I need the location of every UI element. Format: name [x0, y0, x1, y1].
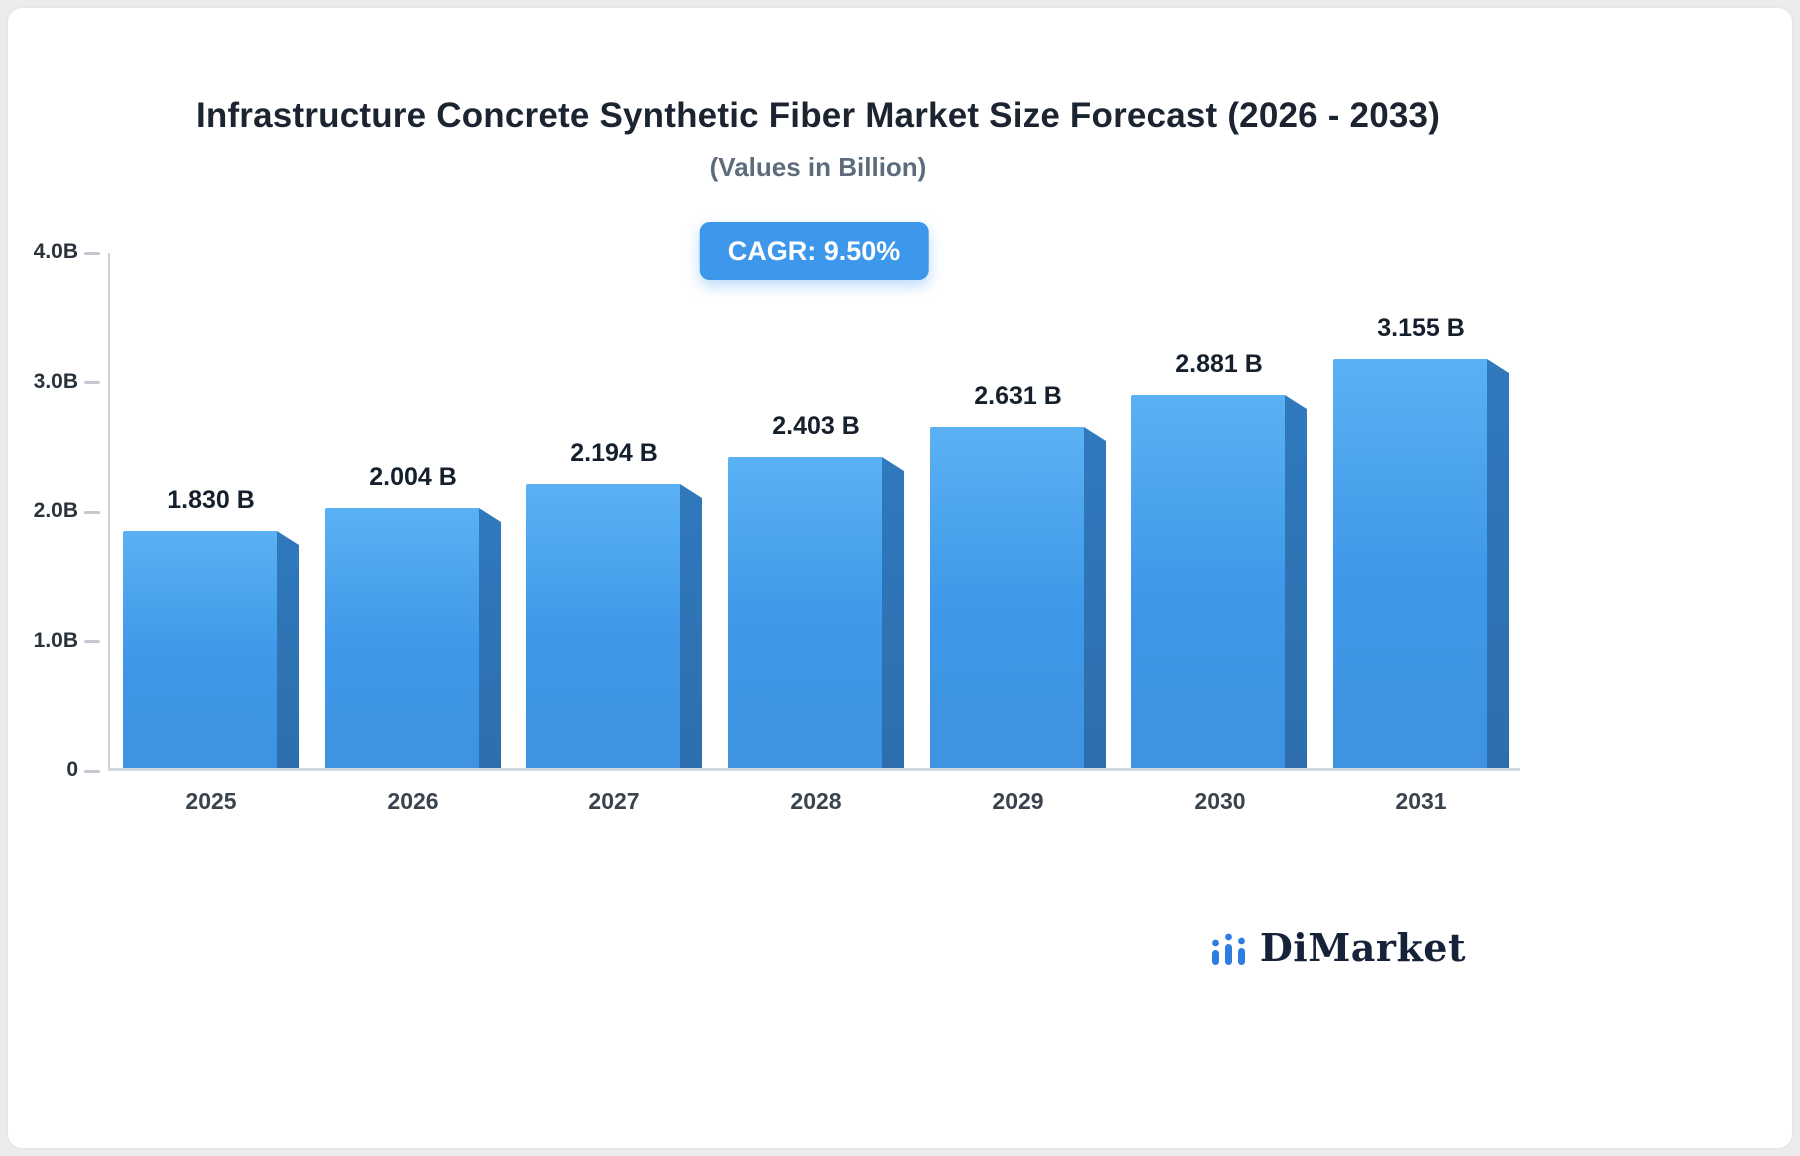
bar-side — [882, 457, 904, 768]
bar-face — [526, 484, 680, 768]
bar-face — [1131, 395, 1285, 768]
value-label-2031: 3.155 B — [1377, 314, 1465, 342]
bar-side — [1487, 359, 1509, 768]
value-label-2028: 2.403 B — [772, 412, 860, 440]
x-tick-label-2030: 2030 — [1194, 788, 1246, 814]
x-tick-label-2029: 2029 — [992, 788, 1044, 814]
bar-chart-icon — [1208, 927, 1250, 969]
y-tick-label-0: 0 — [66, 758, 78, 781]
bar-face — [728, 457, 882, 768]
bar-2026 — [325, 508, 501, 768]
x-tick-label-2031: 2031 — [1395, 788, 1447, 814]
value-label-2030: 2.881 B — [1175, 350, 1263, 378]
bar-face — [325, 508, 479, 768]
bar-2025 — [123, 531, 299, 768]
dimarket-logo: DiMarket — [1208, 925, 1466, 970]
bar-2029 — [930, 427, 1106, 768]
y-tick-label-4.0B: 4.0B — [33, 240, 78, 263]
y-tick-mark — [84, 769, 100, 773]
x-tick-label-2026: 2026 — [387, 788, 439, 814]
logo-text: DiMarket — [1259, 925, 1466, 970]
bar-face — [930, 427, 1084, 768]
bar-2031 — [1333, 359, 1509, 768]
x-tick-label-2027: 2027 — [588, 788, 640, 814]
value-label-2029: 2.631 B — [974, 382, 1062, 410]
y-tick-mark — [84, 510, 100, 514]
y-tick-mark — [84, 381, 100, 384]
chart-title: Infrastructure Concrete Synthetic Fiber … — [195, 96, 1441, 135]
bar-face — [1333, 359, 1487, 768]
plot-area: 0 1.0B 2.0B 3.0B 4.0B 1.830 B 2025 2.004 B 2026 2… — [34, 240, 1520, 814]
bar-side — [1084, 427, 1106, 768]
bar-face — [123, 531, 277, 768]
y-tick-mark — [84, 251, 100, 255]
y-tick-label-2.0B: 2.0B — [33, 499, 78, 522]
y-tick-label-1.0B: 1.0B — [33, 628, 78, 652]
x-tick-label-2028: 2028 — [790, 788, 842, 814]
x-tick-label-2025: 2025 — [185, 788, 237, 814]
chart-header: Infrastructure Concrete Synthetic Fiber … — [8, 96, 1628, 183]
bar-2030 — [1131, 395, 1307, 768]
value-label-2025: 1.830 B — [167, 486, 255, 514]
bar-side — [277, 531, 299, 768]
y-tick-label-3.0B: 3.0B — [33, 369, 78, 393]
bar-2028 — [728, 457, 904, 768]
y-tick-mark — [84, 640, 100, 643]
chart-subtitle: (Values in Billion) — [709, 152, 927, 182]
chart-card: Infrastructure Concrete Synthetic Fiber … — [8, 8, 1792, 1148]
bar-side — [479, 508, 501, 768]
bar-side — [1285, 395, 1307, 768]
value-label-2026: 2.004 B — [369, 463, 457, 491]
bar-2027 — [526, 484, 702, 768]
value-label-2027: 2.194 B — [570, 439, 658, 467]
bar-side — [680, 484, 702, 768]
cagr-badge: CAGR: 9.50% — [699, 222, 929, 280]
